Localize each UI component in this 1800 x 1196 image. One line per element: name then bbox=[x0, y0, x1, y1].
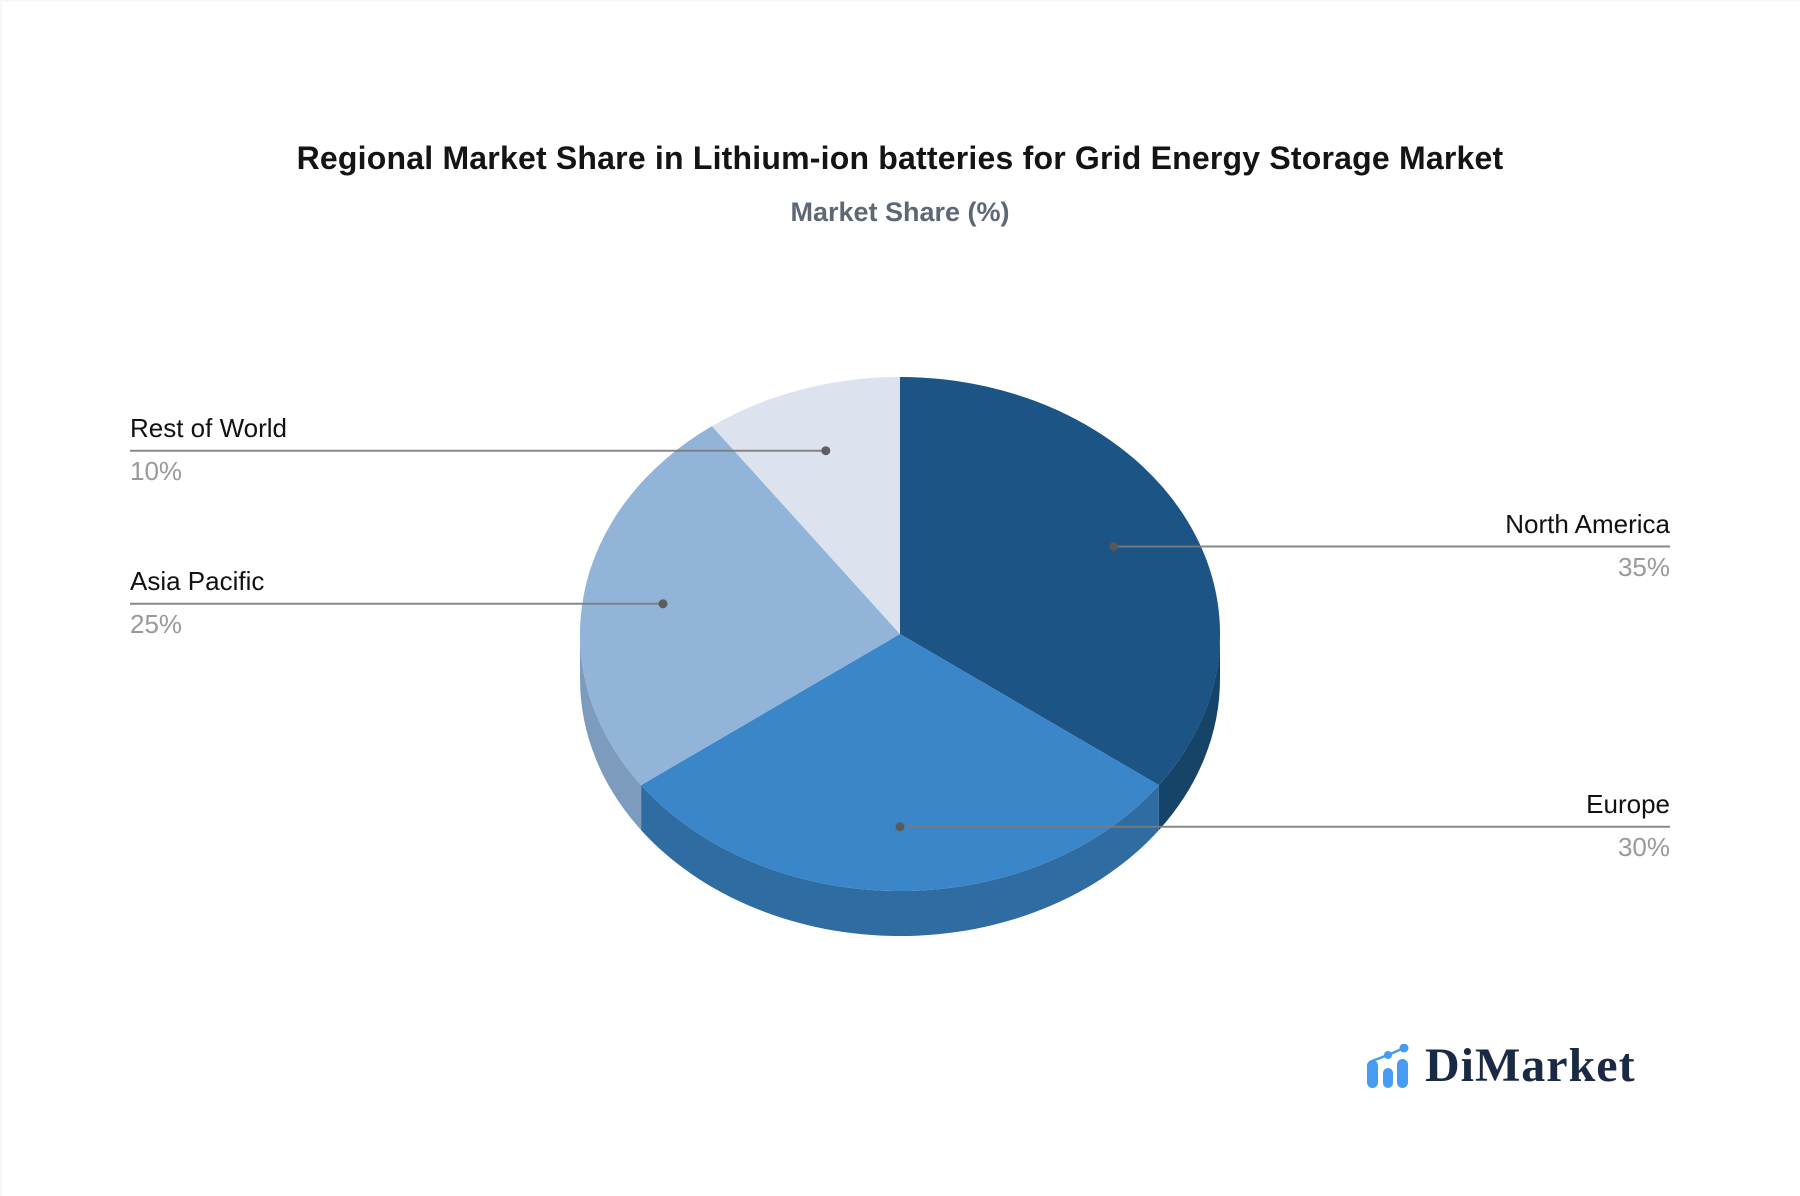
pie-side-north-america bbox=[1158, 634, 1220, 831]
pie-slice-north-america[interactable] bbox=[900, 377, 1221, 786]
slice-percent-rest-of-world: 10% bbox=[130, 455, 183, 486]
pie-side-europe bbox=[641, 785, 1159, 937]
bar-chart-trend-icon bbox=[1367, 1044, 1409, 1088]
slice-label-north-america: North America bbox=[1505, 508, 1670, 539]
leader-dot-rest-of-world bbox=[821, 446, 831, 456]
leader-dot-europe bbox=[895, 822, 905, 832]
brand-logo: DiMarket bbox=[1364, 1042, 1636, 1090]
brand-logo-text: DiMarket bbox=[1425, 1039, 1636, 1092]
slice-label-europe: Europe bbox=[1586, 788, 1670, 819]
leader-dot-asia-pacific bbox=[658, 599, 668, 609]
pie-slice-asia-pacific[interactable] bbox=[579, 426, 900, 786]
slice-percent-asia-pacific: 25% bbox=[130, 608, 183, 639]
slice-percent-north-america: 35% bbox=[1617, 551, 1670, 582]
pie-slice-rest-of-world[interactable] bbox=[711, 377, 900, 634]
slice-label-rest-of-world: Rest of World bbox=[130, 412, 288, 443]
leader-dot-north-america bbox=[1109, 542, 1119, 551]
pie-side-asia-pacific bbox=[580, 634, 642, 831]
chart-title: Regional Market Share in Lithium-ion bat… bbox=[296, 140, 1504, 176]
slice-percent-europe: 30% bbox=[1617, 831, 1670, 862]
slice-label-asia-pacific: Asia Pacific bbox=[130, 565, 265, 596]
chart-subtitle: Market Share (%) bbox=[790, 197, 1010, 227]
